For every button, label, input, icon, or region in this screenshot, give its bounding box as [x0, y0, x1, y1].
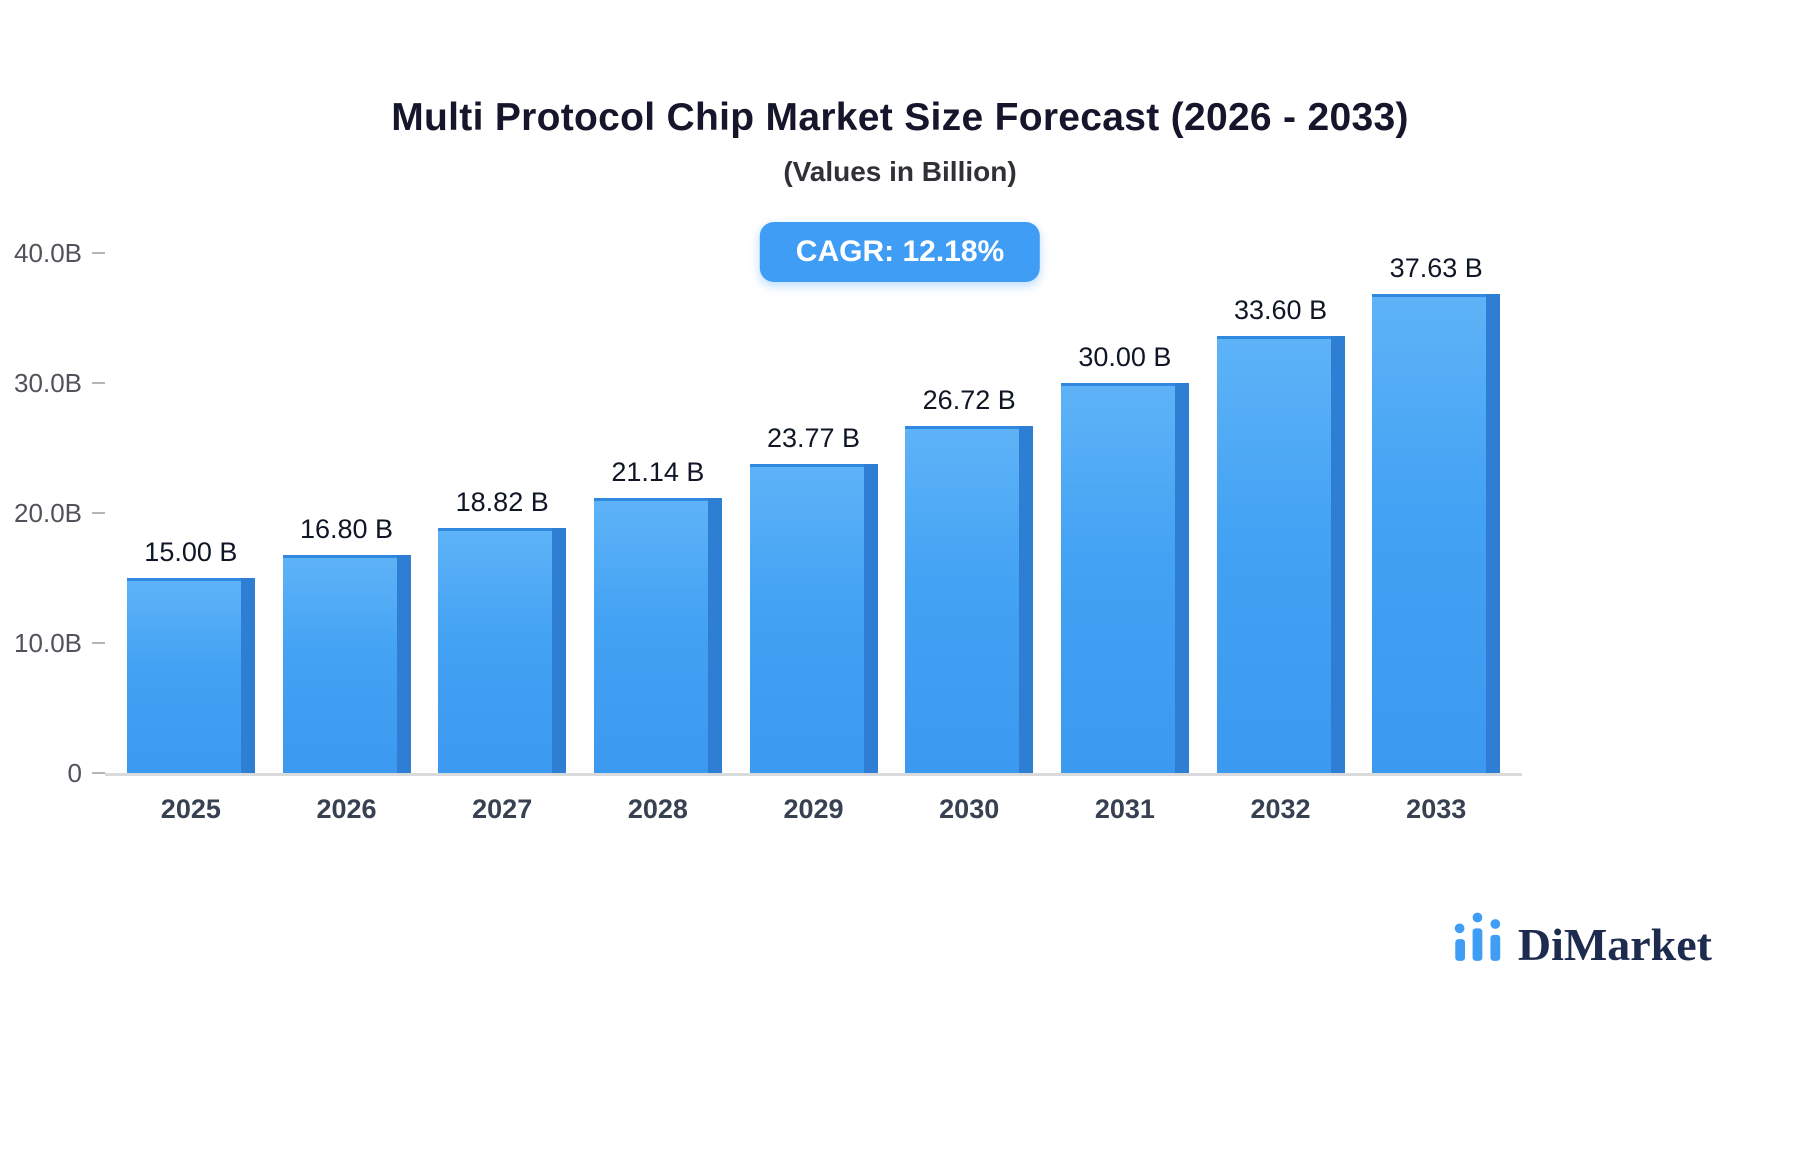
- bar: [282, 555, 411, 773]
- x-tick-label: 2030: [939, 794, 1000, 824]
- y-tick-text: 20.0B: [14, 497, 82, 528]
- y-tick-text: 0: [67, 757, 82, 788]
- bar-value-label: 23.77 B: [766, 423, 861, 453]
- bar: [593, 498, 722, 773]
- x-tick-label: 2025: [160, 794, 221, 824]
- bar-side-face: [707, 498, 722, 773]
- bar: [1372, 294, 1501, 773]
- y-tick-text: 10.0B: [14, 627, 82, 658]
- bar-value-label: 16.80 B: [299, 514, 394, 544]
- y-tick-label: 40.0B: [14, 237, 105, 268]
- bar-side-face: [396, 555, 411, 773]
- plot-column: 15.00 B 16.80 B 18.82 B 21.14 B 23.77 B 26.72…: [105, 253, 1522, 825]
- y-tick-label: 10.0B: [14, 627, 105, 658]
- bar-cell: 15.00 B: [113, 253, 269, 773]
- bar-value-label: 21.14 B: [611, 457, 705, 487]
- chart-title: Multi Protocol Chip Market Size Forecast…: [391, 96, 1409, 139]
- bar-front-face: [126, 578, 241, 773]
- bar-side-face: [1174, 383, 1189, 773]
- cagr-badge: CAGR: 12.18%: [759, 222, 1041, 282]
- bar-cell: 26.72 B: [891, 253, 1047, 773]
- bar-value-label: 15.00 B: [144, 537, 238, 567]
- bar-cell: 23.77 B: [736, 253, 892, 773]
- x-tick-label: 2033: [1406, 794, 1467, 824]
- bar-side-face: [1019, 426, 1034, 773]
- bar-side-face: [552, 528, 567, 773]
- x-tick-label: 2027: [472, 794, 533, 824]
- bar: [1216, 336, 1345, 773]
- bar-cell: 37.63 B: [1358, 253, 1514, 773]
- y-tick-mark: [92, 252, 105, 254]
- y-tick-label: 0: [67, 757, 105, 788]
- y-tick-mark: [92, 772, 105, 774]
- bar-side-face: [1486, 294, 1501, 773]
- bar-front-face: [1372, 294, 1487, 773]
- y-tick-text: 30.0B: [14, 367, 82, 398]
- y-tick-mark: [92, 382, 105, 384]
- bar-side-face: [240, 578, 255, 773]
- bar-front-face: [1060, 383, 1175, 773]
- bar-front-face: [1216, 336, 1331, 773]
- bar: [749, 464, 878, 773]
- y-tick-text: 40.0B: [14, 237, 82, 268]
- x-tick-label: 2032: [1250, 794, 1311, 824]
- bar-value-label: 37.63 B: [1389, 253, 1483, 283]
- bar: [905, 426, 1034, 773]
- bar: [438, 528, 567, 773]
- chart-subtitle: (Values in Billion): [783, 156, 1017, 187]
- bar-cell: 16.80 B: [269, 253, 425, 773]
- bar-value-label: 26.72 B: [922, 385, 1016, 415]
- x-tick-label: 2026: [316, 794, 377, 824]
- x-axis: 2025 2026 2027 2028 2029 2030 2031 2032 2033: [105, 794, 1522, 825]
- bar-side-face: [863, 464, 878, 773]
- bar-cell: 33.60 B: [1203, 253, 1359, 773]
- bar-front-face: [282, 555, 397, 773]
- bar-cell: 18.82 B: [424, 253, 580, 773]
- bar-side-face: [1330, 336, 1345, 773]
- x-tick-label: 2029: [783, 794, 844, 824]
- bar-front-face: [905, 426, 1020, 773]
- x-tick-label: 2031: [1094, 794, 1155, 824]
- y-tick-label: 20.0B: [14, 497, 105, 528]
- bar-cell: 30.00 B: [1047, 253, 1203, 773]
- bar-value-label: 30.00 B: [1078, 342, 1172, 372]
- bar: [1060, 383, 1189, 773]
- dimarket-logo: DiMarket: [1452, 911, 1712, 968]
- bar: [126, 578, 255, 773]
- logo-text: DiMarket: [1517, 919, 1712, 970]
- y-tick-mark: [92, 642, 105, 644]
- bar-chart: 0 10.0B 20.0B 30.0B 40.0B 15.00 B 16.80 B 18.8…: [14, 238, 1522, 825]
- bar-front-face: [749, 464, 864, 773]
- y-tick-mark: [92, 512, 105, 514]
- bar-cell: 21.14 B: [580, 253, 736, 773]
- bar-value-label: 33.60 B: [1234, 295, 1328, 325]
- x-tick-label: 2028: [627, 794, 688, 824]
- bar-front-face: [438, 528, 553, 773]
- y-tick-label: 30.0B: [14, 367, 105, 398]
- bar-chart-icon: [1452, 911, 1504, 968]
- bar-front-face: [593, 498, 708, 773]
- bar-value-label: 18.82 B: [455, 487, 549, 517]
- y-axis: 0 10.0B 20.0B 30.0B 40.0B: [14, 238, 105, 788]
- plot-area: 15.00 B 16.80 B 18.82 B 21.14 B 23.77 B 26.72…: [105, 253, 1522, 776]
